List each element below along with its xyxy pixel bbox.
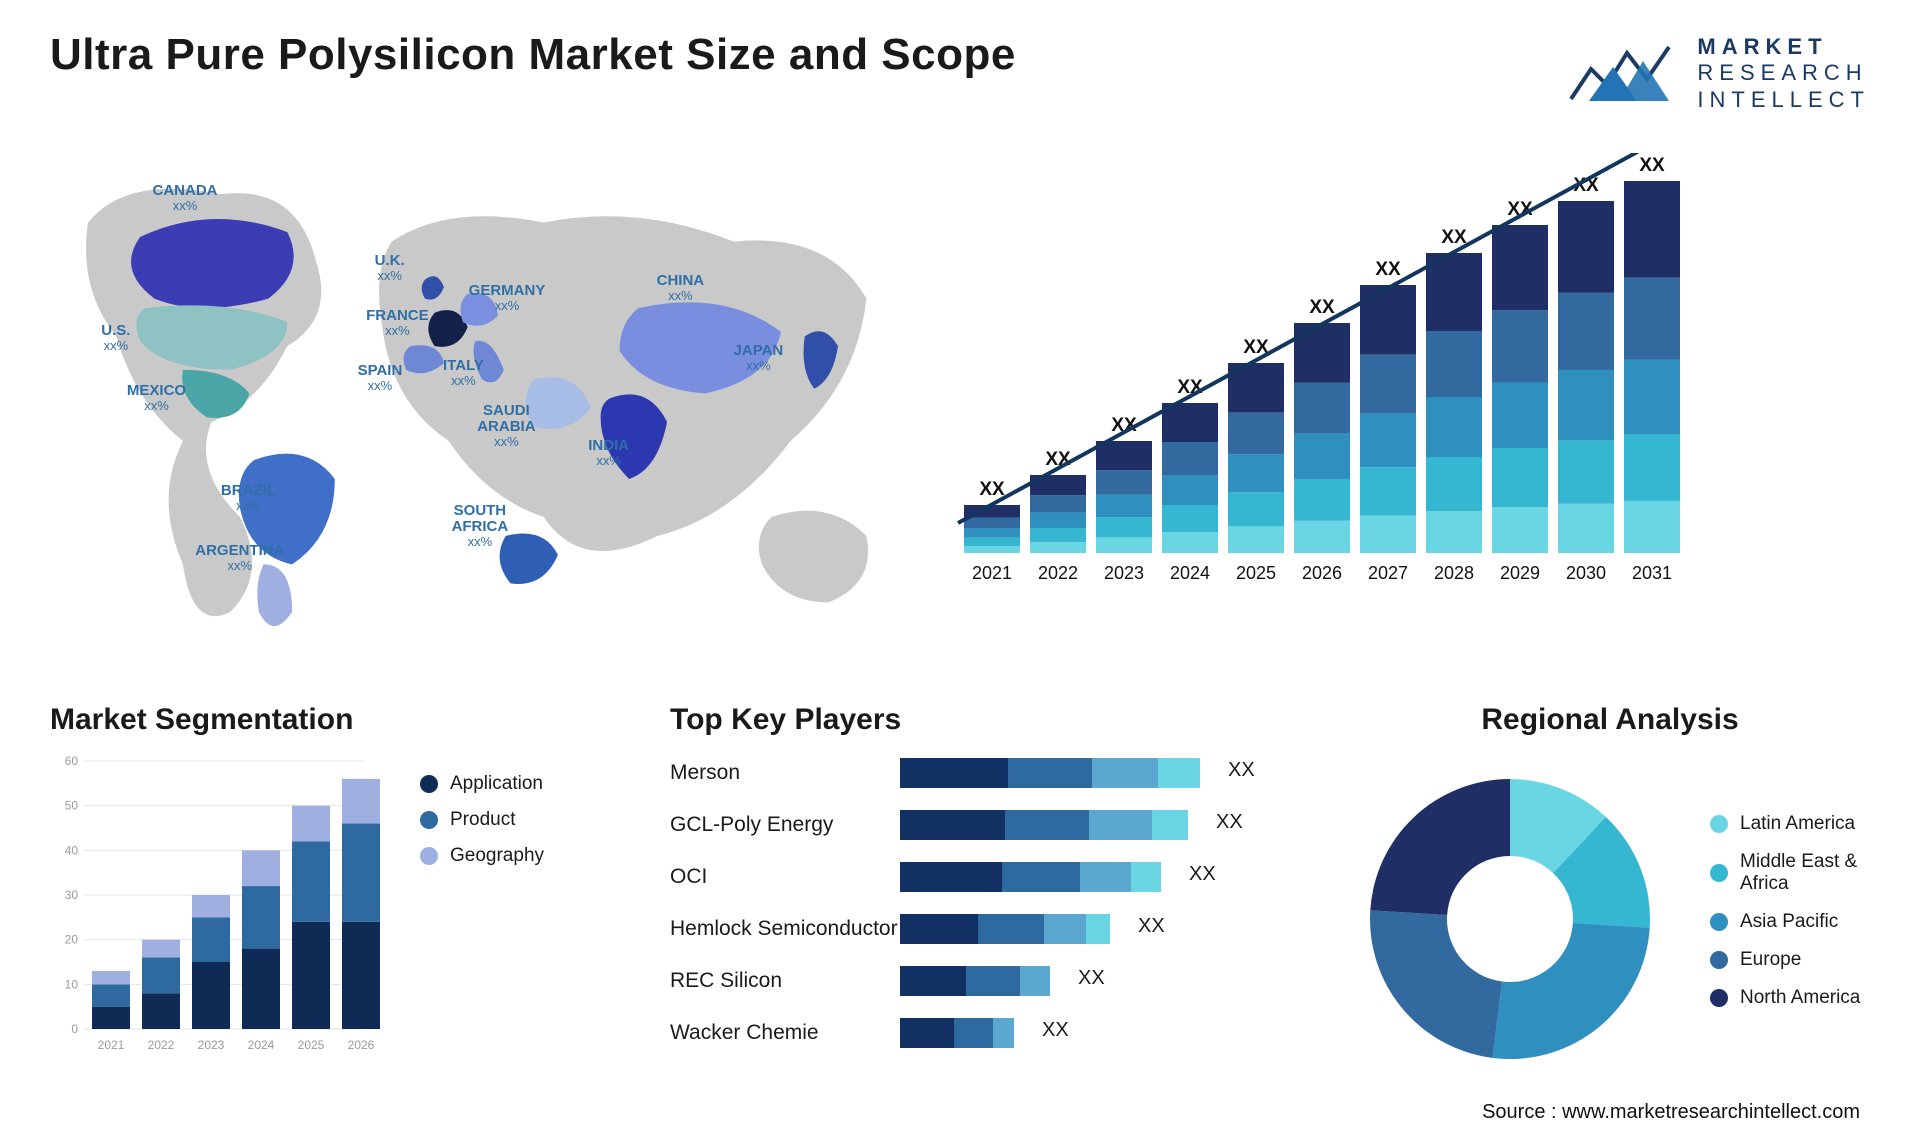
- regional-legend-item: North America: [1710, 987, 1870, 1009]
- svg-text:10: 10: [65, 978, 79, 992]
- player-row: Hemlock Semiconductor XX: [670, 911, 1290, 947]
- svg-text:50: 50: [65, 799, 79, 813]
- svg-text:40: 40: [65, 844, 79, 858]
- svg-text:2024: 2024: [248, 1038, 275, 1052]
- svg-text:2023: 2023: [198, 1038, 225, 1052]
- map-label-italy: ITALYxx%: [443, 358, 484, 387]
- svg-text:2024: 2024: [1170, 563, 1210, 583]
- player-name: REC Silicon: [670, 969, 900, 993]
- svg-text:60: 60: [65, 755, 79, 768]
- player-row: OCI XX: [670, 859, 1290, 895]
- player-row: REC Silicon XX: [670, 963, 1290, 999]
- map-label-us: U.S.xx%: [101, 323, 130, 352]
- map-label-safrica: SOUTHAFRICAxx%: [452, 503, 509, 548]
- svg-text:2026: 2026: [1302, 563, 1342, 583]
- map-label-saudi: SAUDIARABIAxx%: [477, 403, 535, 448]
- players-panel: Top Key Players Merson XX GCL-Poly Energy X…: [670, 703, 1290, 1083]
- svg-text:2025: 2025: [1236, 563, 1276, 583]
- svg-text:2021: 2021: [972, 563, 1012, 583]
- regional-legend-item: Latin America: [1710, 813, 1870, 835]
- map-label-germany: GERMANYxx%: [469, 283, 546, 312]
- player-bar: [900, 862, 1210, 892]
- svg-text:20: 20: [65, 933, 79, 947]
- seg-legend-item: Product: [420, 809, 544, 831]
- svg-text:2029: 2029: [1500, 563, 1540, 583]
- segmentation-legend: Application Product Geography: [420, 773, 544, 881]
- svg-text:2026: 2026: [348, 1038, 375, 1052]
- map-country-safrica: [500, 534, 558, 584]
- svg-text:2021: 2021: [98, 1038, 125, 1052]
- page-title: Ultra Pure Polysilicon Market Size and S…: [50, 30, 1016, 80]
- regional-legend: Latin America Middle East & Africa Asia Pa…: [1710, 813, 1870, 1025]
- player-name: Hemlock Semiconductor: [670, 917, 900, 941]
- player-value: XX: [1216, 811, 1243, 834]
- player-value: XX: [1138, 915, 1165, 938]
- map-label-spain: SPAINxx%: [358, 363, 403, 392]
- player-bar: [900, 758, 1210, 788]
- svg-text:2022: 2022: [148, 1038, 175, 1052]
- growth-chart-panel: XX2021XX2022XX2023XX2024XX2025XX2026XX20…: [944, 153, 1870, 653]
- player-name: OCI: [670, 865, 900, 889]
- logo-mark-icon: [1569, 39, 1679, 109]
- regional-legend-item: Asia Pacific: [1710, 911, 1870, 933]
- map-label-brazil: BRAZILxx%: [221, 483, 276, 512]
- svg-text:XX: XX: [1376, 259, 1402, 280]
- player-value: XX: [1042, 1019, 1069, 1042]
- players-title: Top Key Players: [670, 703, 1290, 737]
- player-bar: [900, 966, 1210, 996]
- player-value: XX: [1189, 863, 1216, 886]
- map-label-india: INDIAxx%: [588, 438, 629, 467]
- svg-text:XX: XX: [1640, 155, 1666, 176]
- svg-text:2023: 2023: [1104, 563, 1144, 583]
- map-country-canada: [131, 219, 294, 308]
- svg-text:2022: 2022: [1038, 563, 1078, 583]
- svg-text:2028: 2028: [1434, 563, 1474, 583]
- segmentation-panel: Market Segmentation 0 10 20 30 40 50 60 2021 202…: [50, 703, 610, 1083]
- seg-legend-item: Application: [420, 773, 544, 795]
- svg-text:30: 30: [65, 888, 79, 902]
- map-label-uk: U.K.xx%: [375, 253, 405, 282]
- regional-legend-item: Europe: [1710, 949, 1870, 971]
- segmentation-title: Market Segmentation: [50, 703, 610, 737]
- svg-text:2025: 2025: [298, 1038, 325, 1052]
- player-name: Wacker Chemie: [670, 1021, 900, 1045]
- player-bar: [900, 810, 1210, 840]
- regional-panel: Regional Analysis Latin America Middle Ea…: [1350, 703, 1870, 1083]
- player-name: GCL-Poly Energy: [670, 813, 900, 837]
- map-country-argentina: [257, 565, 292, 627]
- player-row: GCL-Poly Energy XX: [670, 807, 1290, 843]
- regional-donut: [1350, 759, 1670, 1079]
- svg-text:XX: XX: [980, 479, 1006, 500]
- regional-title: Regional Analysis: [1350, 703, 1870, 737]
- logo-text: MARKET RESEARCH INTELLECT: [1697, 34, 1870, 113]
- svg-text:2030: 2030: [1566, 563, 1606, 583]
- player-row: Merson XX: [670, 755, 1290, 791]
- svg-text:2031: 2031: [1632, 563, 1672, 583]
- svg-text:2027: 2027: [1368, 563, 1408, 583]
- regional-legend-item: Middle East & Africa: [1710, 851, 1870, 895]
- brand-logo: MARKET RESEARCH INTELLECT: [1569, 34, 1870, 113]
- player-name: Merson: [670, 761, 900, 785]
- footer-source: Source : www.marketresearchintellect.com: [1482, 1101, 1860, 1124]
- map-label-argentina: ARGENTINAxx%: [195, 543, 284, 572]
- map-label-france: FRANCExx%: [366, 308, 429, 337]
- map-label-japan: JAPANxx%: [734, 343, 784, 372]
- svg-text:XX: XX: [1310, 297, 1336, 318]
- map-label-canada: CANADAxx%: [153, 183, 218, 212]
- player-value: XX: [1228, 759, 1255, 782]
- player-value: XX: [1078, 967, 1105, 990]
- world-map-panel: CANADAxx% U.S.xx% MEXICOxx% BRAZILxx% ARGENT…: [50, 153, 904, 653]
- map-label-china: CHINAxx%: [657, 273, 705, 302]
- map-label-mexico: MEXICOxx%: [127, 383, 186, 412]
- player-row: Wacker Chemie XX: [670, 1015, 1290, 1051]
- seg-legend-item: Geography: [420, 845, 544, 867]
- svg-text:0: 0: [71, 1022, 78, 1036]
